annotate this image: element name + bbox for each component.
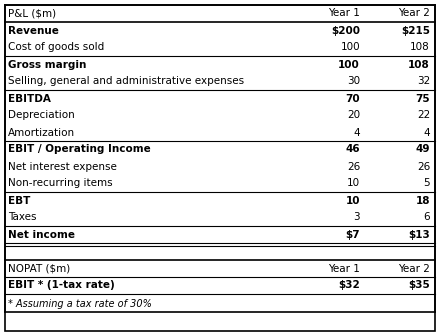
Text: Year 1: Year 1 (328, 263, 360, 274)
Text: Revenue: Revenue (8, 26, 59, 36)
Text: $200: $200 (331, 26, 360, 36)
Text: 10: 10 (347, 178, 360, 188)
Text: 108: 108 (408, 59, 430, 70)
Text: Amortization: Amortization (8, 127, 75, 137)
Text: $215: $215 (401, 26, 430, 36)
Text: 75: 75 (415, 93, 430, 103)
Text: 5: 5 (423, 178, 430, 188)
Text: $32: $32 (338, 281, 360, 291)
Text: * Assuming a tax rate of 30%: * Assuming a tax rate of 30% (8, 299, 152, 309)
Text: EBT: EBT (8, 196, 30, 206)
Text: 49: 49 (415, 144, 430, 155)
Text: 108: 108 (410, 42, 430, 52)
Text: 18: 18 (415, 196, 430, 206)
Text: 100: 100 (338, 59, 360, 70)
Text: EBIT * (1-tax rate): EBIT * (1-tax rate) (8, 281, 115, 291)
Text: 10: 10 (345, 196, 360, 206)
Text: 70: 70 (345, 93, 360, 103)
Text: 26: 26 (347, 162, 360, 171)
Text: EBITDA: EBITDA (8, 93, 51, 103)
Text: 4: 4 (353, 127, 360, 137)
Text: 32: 32 (417, 77, 430, 86)
Text: Non-recurring items: Non-recurring items (8, 178, 113, 188)
Text: 26: 26 (417, 162, 430, 171)
Text: $7: $7 (345, 229, 360, 240)
Text: NOPAT ($m): NOPAT ($m) (8, 263, 70, 274)
Text: P&L ($m): P&L ($m) (8, 8, 56, 18)
Text: 46: 46 (345, 144, 360, 155)
Text: $13: $13 (408, 229, 430, 240)
Text: Cost of goods sold: Cost of goods sold (8, 42, 104, 52)
Text: 30: 30 (347, 77, 360, 86)
Text: 20: 20 (347, 111, 360, 121)
Text: $35: $35 (408, 281, 430, 291)
Text: 3: 3 (353, 212, 360, 222)
Text: Year 1: Year 1 (328, 8, 360, 18)
Text: Year 2: Year 2 (398, 263, 430, 274)
Text: 100: 100 (341, 42, 360, 52)
Text: 22: 22 (417, 111, 430, 121)
Text: Selling, general and administrative expenses: Selling, general and administrative expe… (8, 77, 244, 86)
Text: EBIT / Operating Income: EBIT / Operating Income (8, 144, 151, 155)
Text: Gross margin: Gross margin (8, 59, 86, 70)
Text: Depreciation: Depreciation (8, 111, 75, 121)
Text: Taxes: Taxes (8, 212, 37, 222)
Text: 4: 4 (423, 127, 430, 137)
Text: 6: 6 (423, 212, 430, 222)
Text: Net income: Net income (8, 229, 75, 240)
Text: Year 2: Year 2 (398, 8, 430, 18)
Text: Net interest expense: Net interest expense (8, 162, 117, 171)
